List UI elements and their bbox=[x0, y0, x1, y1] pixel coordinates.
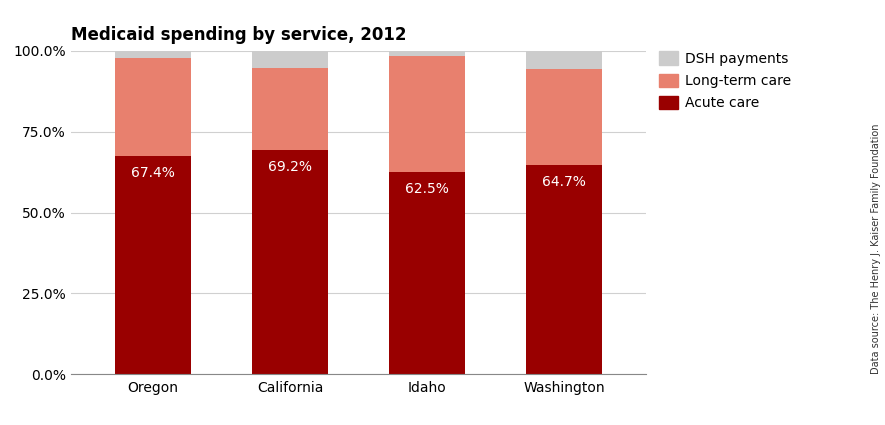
Text: 67.4%: 67.4% bbox=[131, 166, 175, 180]
Text: 69.2%: 69.2% bbox=[268, 160, 312, 174]
Bar bbox=[389, 51, 465, 56]
Legend: DSH payments, Long-term care, Acute care: DSH payments, Long-term care, Acute care bbox=[658, 51, 791, 110]
Bar bbox=[252, 68, 327, 150]
Bar bbox=[389, 172, 465, 374]
Bar bbox=[252, 150, 327, 374]
Bar bbox=[252, 51, 327, 68]
Bar bbox=[527, 51, 602, 69]
Bar bbox=[527, 165, 602, 374]
Bar bbox=[115, 156, 190, 374]
Bar bbox=[115, 58, 190, 156]
Text: Data source: The Henry J. Kaiser Family Foundation: Data source: The Henry J. Kaiser Family … bbox=[871, 124, 881, 374]
Text: Medicaid spending by service, 2012: Medicaid spending by service, 2012 bbox=[71, 26, 406, 44]
Text: 64.7%: 64.7% bbox=[542, 175, 586, 189]
Bar bbox=[527, 69, 602, 165]
Bar bbox=[389, 56, 465, 172]
Text: 62.5%: 62.5% bbox=[405, 182, 449, 196]
Bar bbox=[115, 51, 190, 58]
